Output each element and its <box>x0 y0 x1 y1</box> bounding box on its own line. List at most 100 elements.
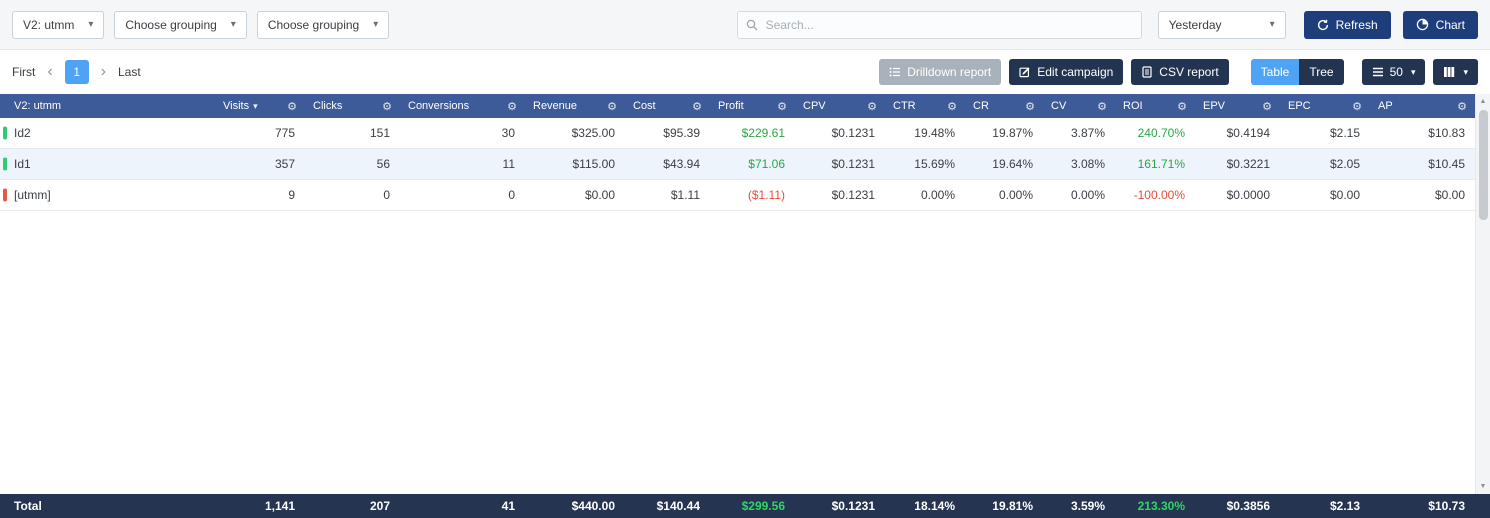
table-header-row: V2: utmm Visits ▾ ⚙ Clicks ⚙ Conversions ⚙ Reve… <box>0 94 1475 118</box>
pagination-page-1[interactable]: 1 <box>64 60 89 84</box>
column-header-ap[interactable]: AP ⚙ <box>1370 94 1475 118</box>
cell-profit: $71.06 <box>748 157 785 171</box>
cell-cv: 3.08% <box>1070 157 1105 171</box>
grouping-select-2[interactable]: Choose grouping ▾ <box>256 10 390 39</box>
gear-icon[interactable]: ⚙ <box>692 100 702 113</box>
table-row[interactable]: Id2 775 151 30 $325.00 $95.39 $229.61 $0.1231 19… <box>0 118 1475 149</box>
column-label: CTR <box>893 100 916 112</box>
column-label: AP <box>1378 100 1393 112</box>
column-label: CPV <box>803 100 826 112</box>
cell-epv: $0.3221 <box>1226 157 1270 171</box>
cell-visits: 9 <box>288 188 295 202</box>
edit-campaign-button[interactable]: Edit campaign <box>1009 59 1124 85</box>
pagination-last[interactable]: Last <box>117 65 141 79</box>
gear-icon[interactable]: ⚙ <box>507 100 517 113</box>
chevron-right-icon[interactable]: › <box>100 63 106 80</box>
scrollbar-thumb[interactable] <box>1478 110 1488 220</box>
gear-icon[interactable]: ⚙ <box>1262 100 1272 113</box>
gear-icon[interactable]: ⚙ <box>607 100 617 113</box>
gear-icon[interactable]: ⚙ <box>287 100 297 113</box>
date-range-select[interactable]: Yesterday ▾ <box>1157 10 1286 39</box>
column-header-epc[interactable]: EPC ⚙ <box>1280 94 1370 118</box>
total-cpv: $0.1231 <box>831 499 875 513</box>
chevron-down-icon: ▾ <box>230 19 236 30</box>
pie-chart-icon <box>1416 18 1428 31</box>
scrollbar[interactable]: ▲ ▼ <box>1475 94 1490 494</box>
report-table: V2: utmm Visits ▾ ⚙ Clicks ⚙ Conversions ⚙ Reve… <box>0 94 1475 494</box>
column-label: ROI <box>1123 100 1143 112</box>
hamburger-icon <box>1372 67 1383 77</box>
column-header-profit[interactable]: Profit ⚙ <box>710 94 795 118</box>
chevron-left-icon[interactable]: ‹ <box>47 63 53 80</box>
rows-per-page-button[interactable]: 50 ▾ <box>1361 59 1426 85</box>
scroll-up-icon[interactable]: ▲ <box>1479 98 1487 105</box>
column-header-revenue[interactable]: Revenue ⚙ <box>525 94 625 118</box>
grouping-select-1[interactable]: Choose grouping ▾ <box>114 10 247 39</box>
table-row[interactable]: Id1 357 56 11 $115.00 $43.94 $71.06 $0.1231 15.6… <box>0 149 1475 180</box>
grouping-select-2-value: Choose grouping <box>267 17 360 32</box>
cell-revenue: $0.00 <box>584 188 615 202</box>
cell-roi: 240.70% <box>1137 126 1185 140</box>
column-header-cpv[interactable]: CPV ⚙ <box>795 94 885 118</box>
column-header-clicks[interactable]: Clicks ⚙ <box>305 94 400 118</box>
column-header-conversions[interactable]: Conversions ⚙ <box>400 94 525 118</box>
row-name-cell: Id2 <box>0 118 215 148</box>
column-header-cost[interactable]: Cost ⚙ <box>625 94 710 118</box>
tree-view-button[interactable]: Tree <box>1299 59 1344 85</box>
column-header-visits[interactable]: Visits ▾ ⚙ <box>215 94 305 118</box>
pagination-first[interactable]: First <box>12 65 36 79</box>
gear-icon[interactable]: ⚙ <box>867 100 877 113</box>
search-icon <box>746 19 758 30</box>
cell-roi: -100.00% <box>1133 188 1185 202</box>
column-header-name[interactable]: V2: utmm <box>0 94 215 118</box>
column-header-cr[interactable]: CR ⚙ <box>965 94 1043 118</box>
csv-report-button[interactable]: CSV report <box>1131 59 1229 85</box>
column-header-ctr[interactable]: CTR ⚙ <box>885 94 965 118</box>
cell-cr: 19.64% <box>992 157 1033 171</box>
column-header-epv[interactable]: EPV ⚙ <box>1195 94 1280 118</box>
total-label: Total <box>14 499 42 513</box>
columns-button[interactable]: ▾ <box>1433 59 1478 85</box>
drilldown-report-button[interactable]: Drilldown report <box>879 59 1002 85</box>
chevron-down-icon: ▾ <box>88 19 94 30</box>
cell-profit: ($1.11) <box>747 188 785 202</box>
cell-ap: $10.45 <box>1428 157 1465 171</box>
gear-icon[interactable]: ⚙ <box>382 100 392 113</box>
total-conversions: 41 <box>501 499 515 513</box>
refresh-button[interactable]: Refresh <box>1303 10 1391 39</box>
cell-cr: 19.87% <box>992 126 1033 140</box>
gear-icon[interactable]: ⚙ <box>1177 100 1187 113</box>
cell-ap: $0.00 <box>1434 188 1465 202</box>
column-header-cv[interactable]: CV ⚙ <box>1043 94 1115 118</box>
sort-desc-icon[interactable]: ▾ <box>253 100 258 111</box>
row-name: [utmm] <box>14 188 51 202</box>
cell-conversions: 30 <box>501 126 515 140</box>
cell-ctr: 0.00% <box>920 188 955 202</box>
chevron-down-icon: ▾ <box>373 19 379 30</box>
cell-revenue: $115.00 <box>572 157 616 171</box>
cell-conversions: 0 <box>508 188 515 202</box>
search-input[interactable] <box>736 10 1142 39</box>
total-clicks: 207 <box>369 499 390 513</box>
campaign-select-value: V2: utmm <box>23 17 75 32</box>
table-view-button[interactable]: Table <box>1250 59 1300 85</box>
gear-icon[interactable]: ⚙ <box>947 100 957 113</box>
refresh-label: Refresh <box>1335 17 1378 32</box>
table-row[interactable]: [utmm] 9 0 0 $0.00 $1.11 ($1.11) $0.1231 0.00% 0.… <box>0 180 1475 211</box>
report-actions: Drilldown report Edit campaign CSV repor… <box>879 59 1478 85</box>
cell-clicks: 0 <box>383 188 390 202</box>
scroll-down-icon[interactable]: ▼ <box>1479 483 1487 490</box>
gear-icon[interactable]: ⚙ <box>1352 100 1362 113</box>
gear-icon[interactable]: ⚙ <box>1025 100 1035 113</box>
sub-toolbar: First ‹ 1 › Last Drilldown report Edit c… <box>0 50 1490 94</box>
gear-icon[interactable]: ⚙ <box>777 100 787 113</box>
total-revenue: $440.00 <box>571 499 615 513</box>
column-label: Conversions <box>408 100 470 112</box>
chart-button[interactable]: Chart <box>1402 10 1478 39</box>
column-header-roi[interactable]: ROI ⚙ <box>1115 94 1195 118</box>
gear-icon[interactable]: ⚙ <box>1457 100 1467 113</box>
campaign-select[interactable]: V2: utmm ▾ <box>12 10 105 39</box>
row-name-cell: Id1 <box>0 149 215 179</box>
cell-cpv: $0.1231 <box>831 188 875 202</box>
gear-icon[interactable]: ⚙ <box>1097 100 1107 113</box>
